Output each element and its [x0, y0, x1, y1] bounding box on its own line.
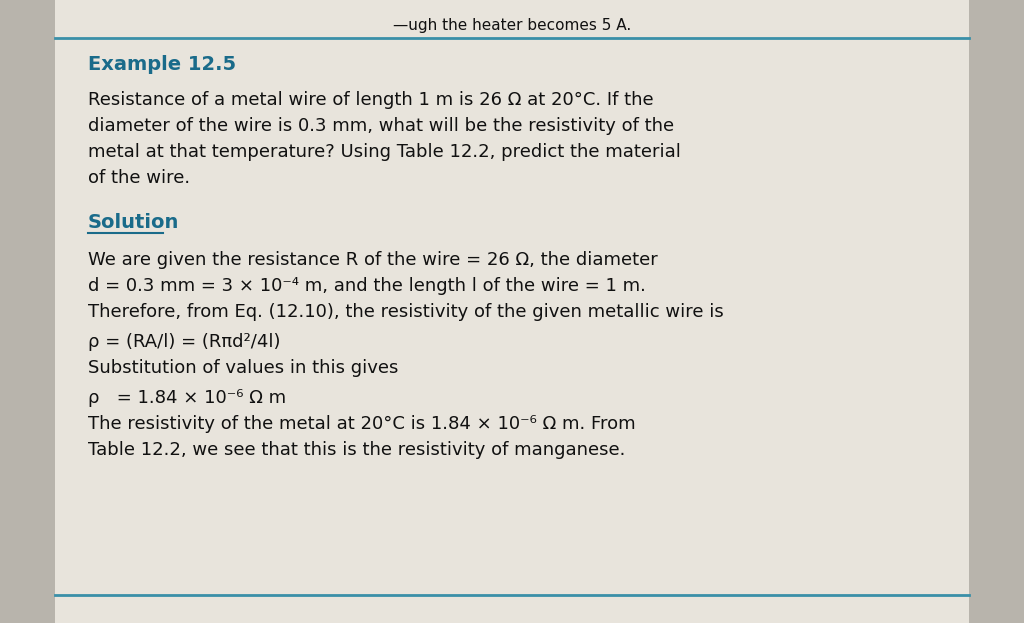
Text: The resistivity of the metal at 20°C is 1.84 × 10⁻⁶ Ω m. From: The resistivity of the metal at 20°C is … [88, 415, 636, 433]
Text: Resistance of a metal wire of length 1 m is 26 Ω at 20°C. If the: Resistance of a metal wire of length 1 m… [88, 91, 653, 109]
Text: diameter of the wire is 0.3 mm, what will be the resistivity of the: diameter of the wire is 0.3 mm, what wil… [88, 117, 674, 135]
Text: Example 12.5: Example 12.5 [88, 55, 237, 74]
Text: Therefore, from Eq. (12.10), the resistivity of the given metallic wire is: Therefore, from Eq. (12.10), the resisti… [88, 303, 724, 321]
Text: Substitution of values in this gives: Substitution of values in this gives [88, 359, 398, 377]
Text: ρ = (RA/l) = (Rπd²/4l): ρ = (RA/l) = (Rπd²/4l) [88, 333, 281, 351]
Text: of the wire.: of the wire. [88, 169, 190, 187]
Text: Table 12.2, we see that this is the resistivity of manganese.: Table 12.2, we see that this is the resi… [88, 441, 626, 459]
Text: metal at that temperature? Using Table 12.2, predict the material: metal at that temperature? Using Table 1… [88, 143, 681, 161]
Bar [55, 0, 969, 623]
Text: We are given the resistance R of the wire = 26 Ω, the diameter: We are given the resistance R of the wir… [88, 251, 657, 269]
Text: ρ   = 1.84 × 10⁻⁶ Ω m: ρ = 1.84 × 10⁻⁶ Ω m [88, 389, 286, 407]
Text: d = 0.3 mm = 3 × 10⁻⁴ m, and the length l of the wire = 1 m.: d = 0.3 mm = 3 × 10⁻⁴ m, and the length … [88, 277, 646, 295]
Text: —ugh the heater becomes 5 A.: —ugh the heater becomes 5 A. [393, 18, 631, 33]
Text: Solution: Solution [88, 213, 179, 232]
